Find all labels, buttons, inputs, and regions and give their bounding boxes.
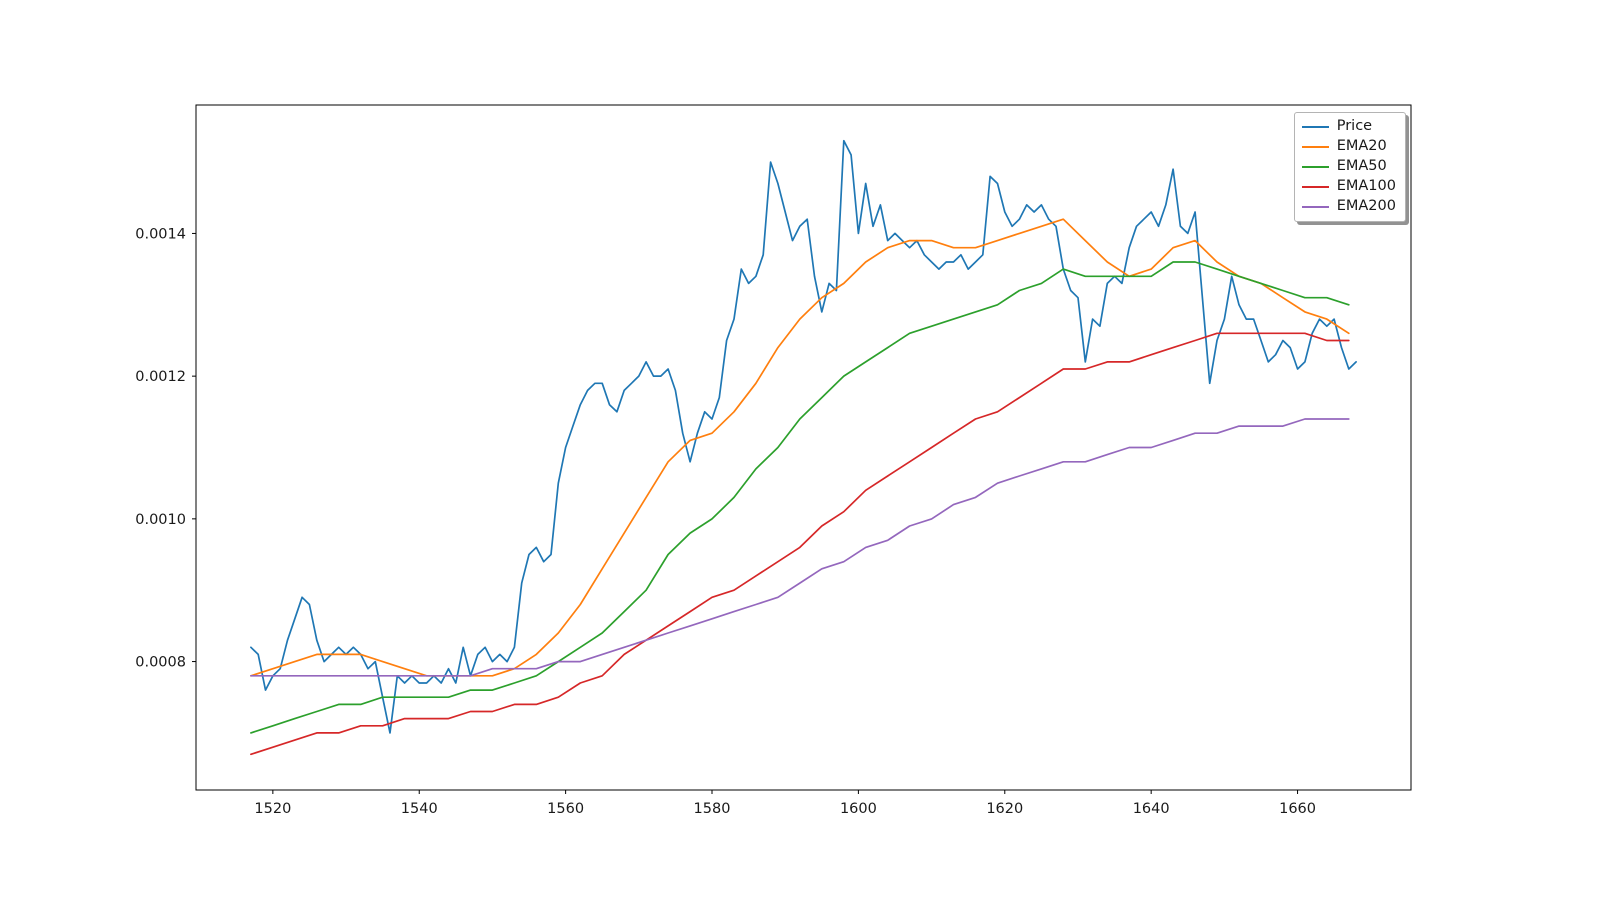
legend: Price EMA20 EMA50 EMA100 EMA200 [1293,112,1406,222]
legend-item-ema200: EMA200 [1301,198,1396,215]
series-line-ema100 [250,332,1350,756]
legend-item-ema100: EMA100 [1301,178,1396,195]
legend-label-ema20: EMA20 [1336,138,1387,154]
series-line-ema20 [250,218,1350,677]
legend-line-swatch-ema20 [1301,145,1329,148]
legend-label-ema100: EMA100 [1336,178,1396,194]
y-tick-label: 0.0010 [135,512,186,528]
x-tick-label: 1620 [986,801,1023,817]
series-line-ema200 [250,418,1350,677]
axes-frame [195,104,1412,791]
x-tick-label: 1660 [1279,801,1316,817]
y-tick-label: 0.0012 [135,369,186,385]
x-tick-label: 1600 [840,801,877,817]
legend-line-swatch-ema200 [1301,205,1329,208]
series-line-price [250,139,1357,734]
legend-label-ema200: EMA200 [1336,198,1396,214]
legend-label-ema50: EMA50 [1336,158,1387,174]
y-tick-label: 0.0014 [135,226,186,242]
x-tick-label: 1580 [694,801,731,817]
x-tick-label: 1520 [254,801,291,817]
legend-item-ema20: EMA20 [1301,138,1396,155]
x-tick-label: 1540 [401,801,438,817]
legend-item-price: Price [1301,118,1396,135]
y-tick-label: 0.0008 [135,655,186,671]
series-line-ema50 [250,261,1350,734]
legend-item-ema50: EMA50 [1301,158,1396,175]
legend-line-swatch-price [1301,125,1329,128]
x-tick-label: 1640 [1133,801,1170,817]
legend-line-swatch-ema50 [1301,165,1329,168]
x-tick-label: 1560 [547,801,584,817]
legend-label-price: Price [1336,118,1373,134]
legend-line-swatch-ema100 [1301,185,1329,188]
